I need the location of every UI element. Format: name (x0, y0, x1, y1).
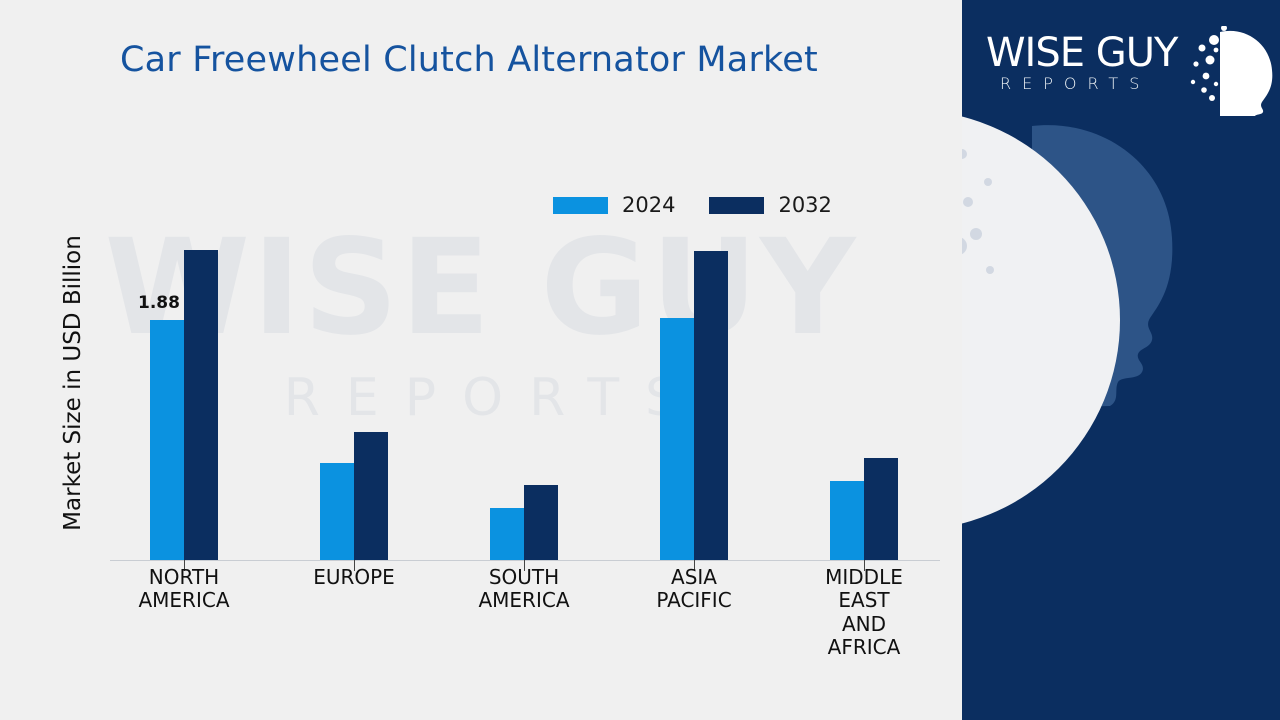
x-axis-line (110, 560, 940, 561)
legend-item-2024[interactable]: 2024 (553, 193, 675, 217)
x-axis-category-label: SOUTH AMERICA (478, 565, 570, 613)
chart-legend: 2024 2032 (553, 193, 832, 217)
x-axis-category-label: EUROPE (313, 565, 395, 589)
x-axis-category-label: ASIA PACIFIC (656, 565, 732, 613)
brand-panel: WISE GUY REPORTS (962, 0, 1280, 720)
bar-2032[interactable] (864, 457, 898, 560)
bar-2024[interactable] (830, 480, 864, 560)
bar-2024[interactable] (490, 507, 524, 560)
bar-2024[interactable]: 1.88 (138, 293, 184, 560)
brand-logo: WISE GUY REPORTS (978, 26, 1273, 116)
bar-group: 1.88 (138, 230, 218, 560)
x-axis-category-label: NORTH AMERICA (138, 565, 230, 613)
brand-panel-background: WISE GUY REPORTS (962, 0, 1280, 720)
legend-label-2032: 2032 (778, 193, 832, 217)
decorative-dot (986, 266, 994, 274)
page-title: Car Freewheel Clutch Alternator Market (120, 40, 818, 80)
legend-swatch-2024 (553, 196, 608, 214)
decorative-dot (984, 178, 992, 186)
x-axis-tick (694, 560, 695, 571)
x-axis-tick (184, 560, 185, 571)
decorative-dot (962, 149, 967, 159)
dot-cluster-decoration (962, 110, 1120, 530)
x-axis-category-label: MIDDLE EAST AND AFRICA (825, 565, 903, 660)
y-axis-label: Market Size in USD Billion (60, 235, 86, 531)
x-axis-tick (864, 560, 865, 571)
bar-group (660, 230, 728, 560)
bar-group (830, 230, 898, 560)
legend-item-2032[interactable]: 2032 (709, 193, 832, 217)
logo-wise-guy-text: WISE GUY (986, 30, 1178, 76)
decorative-dot (970, 228, 982, 240)
plot-area: 1.88 (110, 230, 940, 560)
bar-2024[interactable] (660, 317, 694, 560)
chart-panel: WISE GUY REPORTS Car Freewheel Clutch Al… (60, 40, 940, 660)
bar-2032[interactable] (694, 251, 728, 560)
bar-group (320, 230, 388, 560)
bar-2032[interactable] (354, 432, 388, 560)
bar-2024[interactable] (320, 463, 354, 560)
bar-group (490, 230, 558, 560)
bar-2032[interactable] (524, 484, 558, 560)
decorative-dot (962, 237, 967, 255)
legend-label-2024: 2024 (622, 193, 676, 217)
bar-value-label: 1.88 (138, 293, 180, 314)
x-axis-tick (524, 560, 525, 571)
logo-head-profile-icon (1190, 26, 1273, 116)
bar-2032[interactable] (184, 250, 218, 560)
legend-swatch-2032 (709, 196, 765, 214)
decorative-dot (963, 197, 973, 207)
logo-reports-text: REPORTS (1000, 74, 1151, 93)
x-axis-tick (354, 560, 355, 571)
